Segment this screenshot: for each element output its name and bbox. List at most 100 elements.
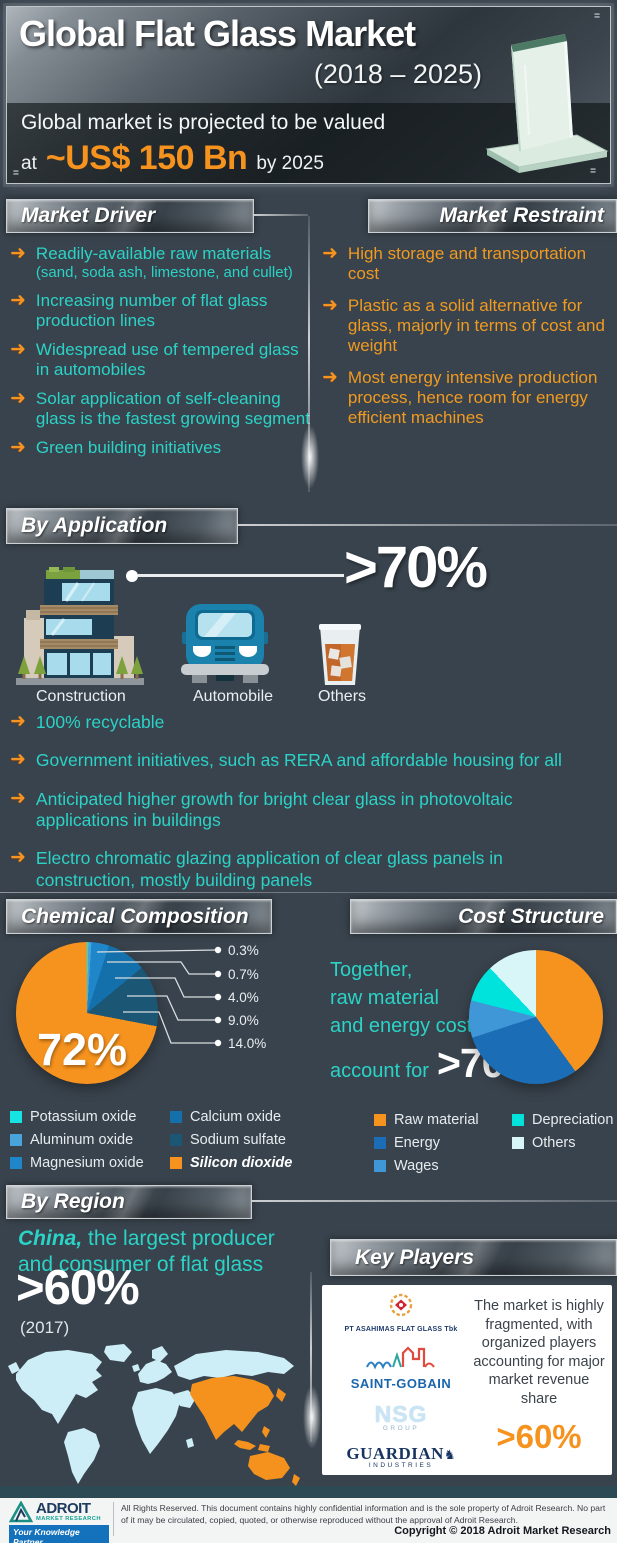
legend-item: Others <box>512 1131 617 1154</box>
region-connector-line <box>252 1200 617 1202</box>
adroit-brand-sub: MARKET RESEARCH <box>36 1516 101 1522</box>
footer: ADROIT MARKET RESEARCH Your Knowledge Pa… <box>0 1498 617 1543</box>
silicon-dioxide-share-label: 72% <box>37 1024 128 1075</box>
key-players-note: The market is highly fragmented, with or… <box>473 1298 605 1407</box>
legend-swatch <box>10 1133 22 1146</box>
market-driver-title: Market Driver <box>21 204 156 227</box>
application-bullet-list: ➜ 100% recyclable ➜ Government initiativ… <box>10 712 606 908</box>
cost-structure-legend: Raw material Depreciation Energy Others … <box>374 1108 617 1177</box>
category-label-others: Others <box>318 688 367 705</box>
value-suffix: by 2025 <box>256 153 324 174</box>
driver-item-text: Widespread use of tempered glass in auto… <box>35 339 299 379</box>
footer-accent-strip <box>0 1486 617 1498</box>
section-bar-market-driver: Market Driver <box>6 199 254 233</box>
construction-building-icon <box>16 567 144 685</box>
divider-glow <box>301 425 319 489</box>
section-bar-by-region: By Region <box>6 1185 252 1219</box>
list-item: ➜ Solar application of self-cleaning gla… <box>10 387 310 429</box>
legend-swatch <box>512 1136 524 1149</box>
adroit-brand: ADROIT <box>36 1500 91 1517</box>
cost-note-line: Together, <box>330 959 413 981</box>
page-title: Global Flat Glass Market <box>19 13 416 54</box>
composition-cost-connector-line <box>0 892 617 893</box>
by-application-title: By Application <box>21 514 168 537</box>
legend-item: Wages <box>374 1154 502 1177</box>
map-base-regions <box>8 1344 294 1484</box>
application-share-value: >70% <box>344 535 488 600</box>
section-bar-cost-structure: Cost Structure <box>350 899 617 934</box>
list-item: ➜ Most energy intensive production proce… <box>322 368 614 428</box>
section-bar-market-restraint: Market Restraint <box>368 199 617 233</box>
list-item: ➜ 100% recyclable <box>10 712 606 733</box>
arrow-icon: ➜ <box>10 243 26 264</box>
key-players-box: PT ASAHIMAS FLAT GLASS Tbk SAINT-GOBAIN … <box>322 1285 612 1475</box>
asahimas-emblem-icon <box>389 1293 413 1317</box>
market-driver-list: ➜ Readily-available raw materials (sand, … <box>10 244 310 467</box>
callout-value: 14.0% <box>228 1036 267 1051</box>
list-item: ➜ High storage and transportation cost <box>322 244 614 284</box>
market-value: ~US$ 150 Bn <box>45 139 248 177</box>
screw-mark-bottom-left: = <box>13 168 19 179</box>
saint-gobain-logo: SAINT-GOBAIN <box>351 1345 452 1391</box>
adroit-logo: ADROIT MARKET RESEARCH Your Knowledge Pa… <box>9 1501 109 1543</box>
divider-glow <box>303 1385 321 1449</box>
legend-item: Calcium oxide <box>170 1105 325 1128</box>
legend-label: Sodium sulfate <box>190 1131 286 1148</box>
arrow-icon: ➜ <box>10 387 26 409</box>
list-item: ➜ Government initiatives, such as RERA a… <box>10 750 606 771</box>
region-lead-text: China, the largest producer and consumer… <box>18 1226 308 1279</box>
arrow-icon: ➜ <box>10 787 26 809</box>
callout-value: 4.0% <box>228 990 259 1005</box>
driver-item-text: Readily-available raw materials <box>35 244 272 263</box>
legend-item: Aluminum oxide <box>10 1128 160 1151</box>
footer-legal-text: All Rights Reserved. This document conta… <box>121 1503 606 1526</box>
key-players-summary: The market is highly fragmented, with or… <box>472 1293 606 1469</box>
chemical-composition-pie-chart <box>16 942 158 1084</box>
driver-item-subtext: (sand, soda ash, limestone, and cullet) <box>35 264 293 282</box>
arrow-icon: ➜ <box>322 367 338 389</box>
legend-label: Magnesium oxide <box>30 1154 144 1171</box>
cost-structure-title: Cost Structure <box>458 904 604 928</box>
list-item: ➜ Increasing number of flat glass produc… <box>10 290 310 331</box>
legend-label: Calcium oxide <box>190 1108 282 1125</box>
cost-note: Together, raw material and energy cost <box>330 956 472 1040</box>
screw-mark-top-right: = <box>594 11 600 22</box>
driver-item-text: Solar application of self-cleaning glass… <box>35 388 310 428</box>
legend-item: Magnesium oxide <box>10 1151 160 1174</box>
arrow-icon: ➜ <box>10 437 26 459</box>
arrow-icon: ➜ <box>10 749 26 771</box>
adroit-tagline: Your Knowledge Partner <box>9 1525 109 1543</box>
driver-restraint-divider <box>308 216 310 492</box>
world-map <box>8 1344 300 1486</box>
nsg-group-label: GROUP <box>382 1425 420 1432</box>
application-bullet-text: Government initiatives, such as RERA and… <box>35 750 562 771</box>
market-value-line: at ~US$ 150 Bn by 2025 <box>21 139 324 178</box>
key-players-logos: PT ASAHIMAS FLAT GLASS Tbk SAINT-GOBAIN … <box>330 1293 472 1469</box>
list-item: ➜ Electro chromatic glazing application … <box>10 848 606 891</box>
list-item: ➜ Readily-available raw materials (sand, … <box>10 244 310 282</box>
region-highlight-country: China, <box>18 1227 83 1250</box>
footer-divider <box>113 1502 114 1536</box>
list-item: ➜ Widespread use of tempered glass in au… <box>10 339 310 380</box>
market-restraint-list: ➜ High storage and transportation cost ➜… <box>322 244 614 440</box>
restraint-item-text: Plastic as a solid alternative for glass… <box>347 296 605 356</box>
forecast-period: (2018 – 2025) <box>313 59 482 89</box>
legend-label: Aluminum oxide <box>30 1131 134 1148</box>
legend-item: Depreciation <box>512 1108 617 1131</box>
automobile-car-icon <box>181 604 269 683</box>
application-connector-line <box>238 524 617 526</box>
arrow-icon: ➜ <box>322 243 338 264</box>
saint-gobain-name: SAINT-GOBAIN <box>350 1376 452 1391</box>
legend-swatch <box>512 1113 524 1126</box>
arrow-icon: ➜ <box>322 295 338 317</box>
legend-item: Silicon dioxide <box>170 1151 325 1174</box>
region-keyplayers-divider <box>310 1272 312 1442</box>
legend-swatch <box>10 1110 22 1123</box>
legend-label: Wages <box>394 1157 439 1174</box>
callout-value: 0.7% <box>228 967 259 982</box>
map-highlight-asia-pacific <box>190 1376 300 1486</box>
restraint-item-text: High storage and transportation cost <box>347 244 587 284</box>
driver-item-text: Green building initiatives <box>35 438 222 458</box>
cost-structure-pie-chart <box>469 950 603 1084</box>
legend-label: Raw material <box>394 1111 479 1128</box>
